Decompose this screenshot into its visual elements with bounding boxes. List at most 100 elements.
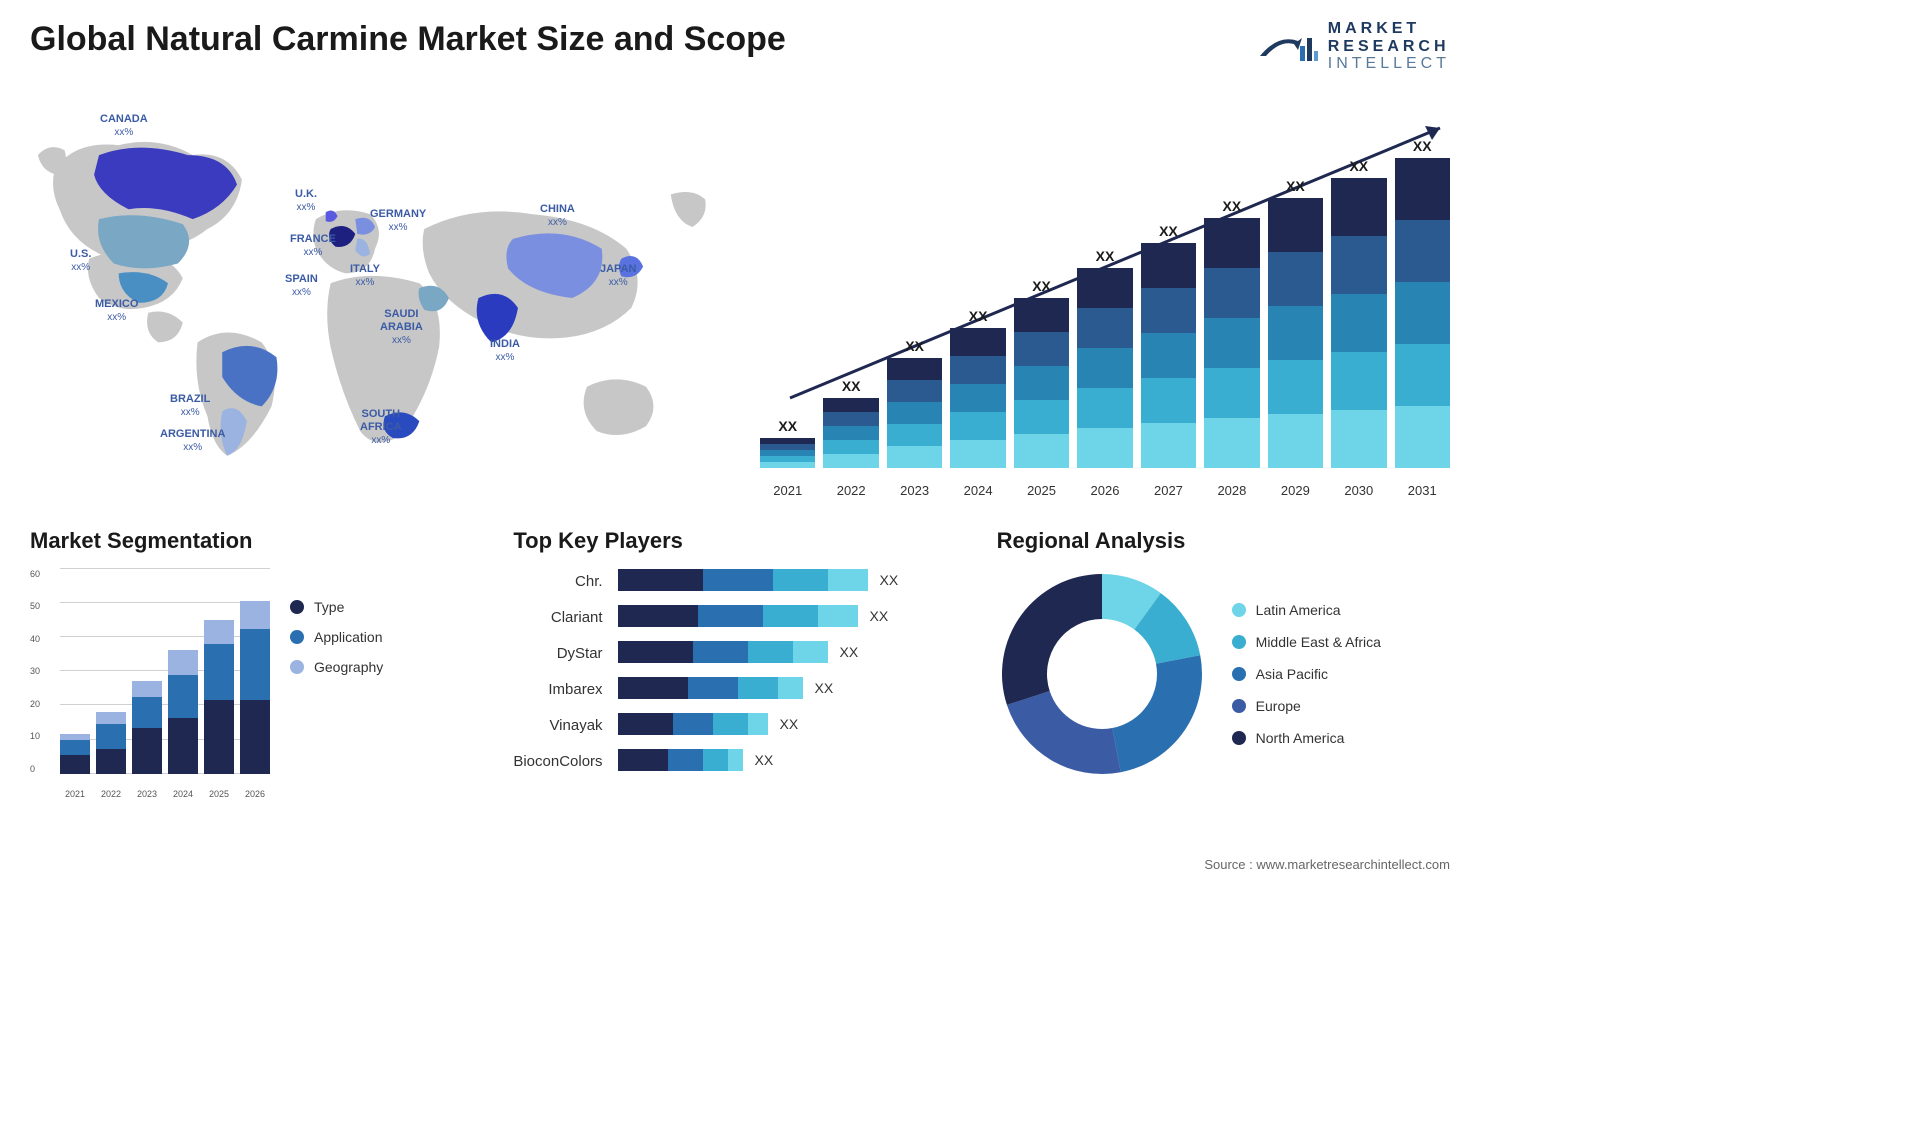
map-label: JAPANxx% xyxy=(600,263,636,289)
growth-bar: XX xyxy=(1014,278,1069,468)
map-label: SOUTHAFRICAxx% xyxy=(360,408,402,448)
players-bars: XXXXXXXXXXXX xyxy=(618,569,967,773)
players-title: Top Key Players xyxy=(513,528,966,554)
growth-x-tick: 2025 xyxy=(1014,483,1069,498)
player-value: XX xyxy=(870,608,889,624)
legend-label: Type xyxy=(314,599,344,615)
world-map: CANADAxx%U.S.xx%MEXICOxx%BRAZILxx%ARGENT… xyxy=(30,98,720,498)
player-row: XX xyxy=(618,605,967,627)
legend-label: Middle East & Africa xyxy=(1256,634,1381,650)
player-row: XX xyxy=(618,713,967,735)
regional-legend: Latin America Middle East & Africa Asia Pa… xyxy=(1232,602,1381,746)
growth-x-tick: 2026 xyxy=(1077,483,1132,498)
player-value: XX xyxy=(880,572,899,588)
growth-bar: XX xyxy=(1204,198,1259,468)
growth-x-tick: 2031 xyxy=(1395,483,1450,498)
legend-item: Latin America xyxy=(1232,602,1381,618)
player-row: XX xyxy=(618,677,967,699)
growth-bar: XX xyxy=(760,418,815,468)
players-panel: Top Key Players Chr. Clariant DyStar Imbare… xyxy=(513,528,966,799)
segmentation-chart: 0102030405060 202120222023202420252026 xyxy=(30,569,270,799)
seg-y-tick: 0 xyxy=(30,764,40,774)
page-title: Global Natural Carmine Market Size and S… xyxy=(30,20,786,59)
growth-bar-value: XX xyxy=(1032,278,1051,294)
legend-item: Application xyxy=(290,629,383,645)
seg-bar xyxy=(132,681,162,773)
map-label: GERMANYxx% xyxy=(370,208,426,234)
legend-label: Geography xyxy=(314,659,383,675)
player-value: XX xyxy=(755,752,774,768)
legend-item: Middle East & Africa xyxy=(1232,634,1381,650)
logo-text: MARKET RESEARCH INTELLECT xyxy=(1328,20,1450,73)
player-label: Vinayak xyxy=(549,715,602,737)
growth-bar: XX xyxy=(823,378,878,468)
logo-line2: RESEARCH xyxy=(1328,38,1450,56)
segmentation-panel: Market Segmentation 0102030405060 202120… xyxy=(30,528,483,799)
seg-y-tick: 10 xyxy=(30,731,40,741)
growth-bar-value: XX xyxy=(1096,248,1115,264)
top-row: CANADAxx%U.S.xx%MEXICOxx%BRAZILxx%ARGENT… xyxy=(30,98,1450,498)
map-label: SAUDIARABIAxx% xyxy=(380,308,423,348)
header: Global Natural Carmine Market Size and S… xyxy=(30,20,1450,73)
seg-x-tick: 2026 xyxy=(240,789,270,799)
player-value: XX xyxy=(815,680,834,696)
growth-bar-value: XX xyxy=(1413,138,1432,154)
growth-x-tick: 2024 xyxy=(950,483,1005,498)
player-value: XX xyxy=(780,716,799,732)
legend-item: Geography xyxy=(290,659,383,675)
bottom-row: Market Segmentation 0102030405060 202120… xyxy=(30,528,1450,799)
map-label: ITALYxx% xyxy=(350,263,380,289)
growth-bar-value: XX xyxy=(778,418,797,434)
seg-bar xyxy=(204,620,234,774)
growth-x-tick: 2028 xyxy=(1204,483,1259,498)
seg-y-tick: 20 xyxy=(30,699,40,709)
map-label: FRANCExx% xyxy=(290,233,336,259)
donut-slice xyxy=(1002,574,1102,705)
player-label: Imbarex xyxy=(548,679,602,701)
growth-bar-value: XX xyxy=(1286,178,1305,194)
player-label: Chr. xyxy=(575,571,603,593)
growth-x-tick: 2022 xyxy=(823,483,878,498)
seg-x-tick: 2025 xyxy=(204,789,234,799)
player-label: DyStar xyxy=(557,643,603,665)
growth-bar: XX xyxy=(1331,158,1386,468)
growth-x-tick: 2021 xyxy=(760,483,815,498)
growth-bar: XX xyxy=(1141,223,1196,468)
seg-x-tick: 2021 xyxy=(60,789,90,799)
seg-bar xyxy=(96,712,126,774)
seg-y-tick: 50 xyxy=(30,601,40,611)
growth-bar: XX xyxy=(1077,248,1132,468)
growth-x-tick: 2030 xyxy=(1331,483,1386,498)
map-label: CANADAxx% xyxy=(100,113,148,139)
seg-y-tick: 40 xyxy=(30,634,40,644)
seg-x-tick: 2024 xyxy=(168,789,198,799)
donut-chart xyxy=(997,569,1207,779)
legend-dot xyxy=(1232,731,1246,745)
legend-label: Europe xyxy=(1256,698,1301,714)
seg-y-tick: 30 xyxy=(30,666,40,676)
legend-label: Application xyxy=(314,629,383,645)
growth-bar-value: XX xyxy=(969,308,988,324)
growth-bar-value: XX xyxy=(1223,198,1242,214)
legend-dot xyxy=(1232,699,1246,713)
legend-item: Europe xyxy=(1232,698,1381,714)
seg-y-tick: 60 xyxy=(30,569,40,579)
growth-bar: XX xyxy=(887,338,942,468)
donut-slice xyxy=(1112,655,1202,772)
legend-dot xyxy=(1232,603,1246,617)
segmentation-legend: Type Application Geography xyxy=(290,569,383,799)
logo-line1: MARKET xyxy=(1328,20,1450,38)
growth-bar: XX xyxy=(950,308,1005,468)
player-row: XX xyxy=(618,569,967,591)
legend-item: Asia Pacific xyxy=(1232,666,1381,682)
growth-bar-value: XX xyxy=(842,378,861,394)
player-row: XX xyxy=(618,749,967,771)
legend-dot xyxy=(290,660,304,674)
growth-bar: XX xyxy=(1268,178,1323,468)
seg-x-tick: 2023 xyxy=(132,789,162,799)
player-label: Clariant xyxy=(551,607,603,629)
seg-bar xyxy=(240,601,270,774)
legend-item: North America xyxy=(1232,730,1381,746)
growth-x-tick: 2023 xyxy=(887,483,942,498)
legend-dot xyxy=(1232,667,1246,681)
